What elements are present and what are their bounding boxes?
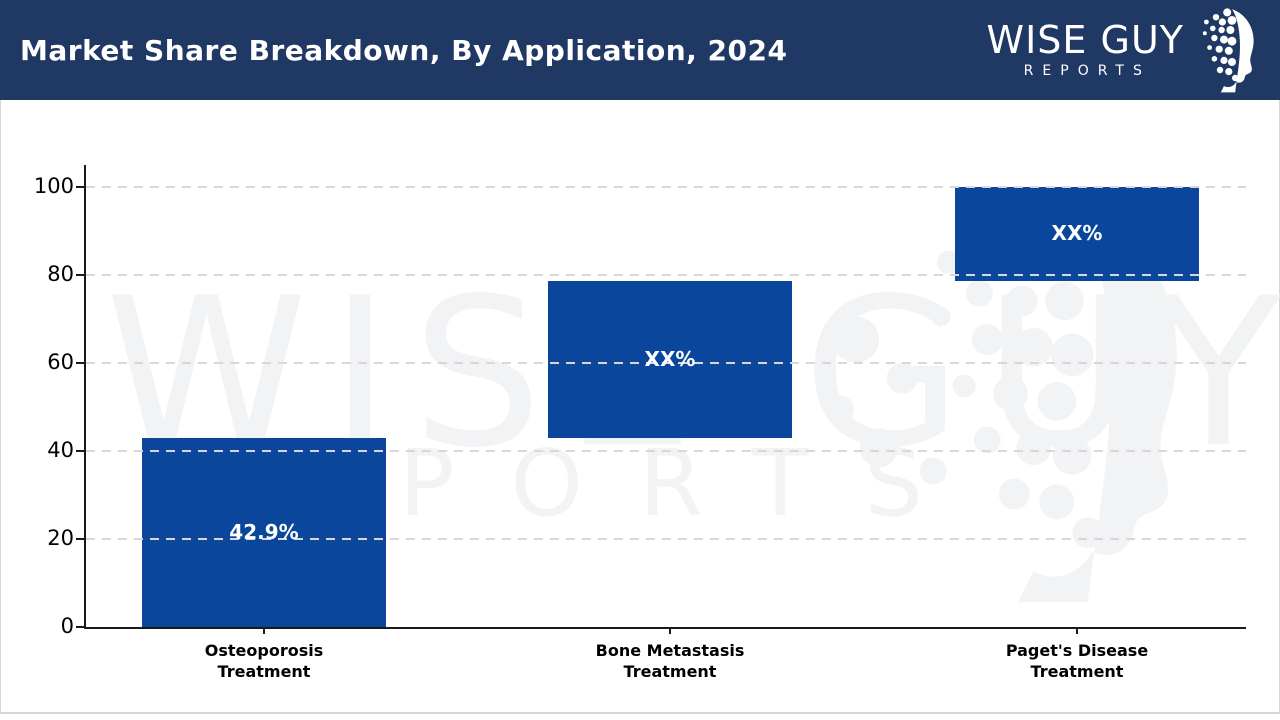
x-tick-mark xyxy=(1076,627,1078,634)
y-tick-label: 60 xyxy=(47,350,74,374)
dotted-head-icon xyxy=(1202,8,1254,93)
y-tick-label: 20 xyxy=(47,526,74,550)
page-left-border xyxy=(0,100,1,713)
page-bottom-border xyxy=(0,712,1280,714)
brand-logo: WISE GUY REPORTS xyxy=(987,0,1262,100)
category-label-line: Treatment xyxy=(1030,662,1124,681)
category-label-line: Paget's Disease xyxy=(1005,641,1149,660)
brand-tagline: REPORTS xyxy=(1023,63,1151,79)
category-label-line: Treatment xyxy=(623,662,717,681)
chart-plot-area: 0 20 40 60 80 100 42.9% Osteoporosis Treatment XX… xyxy=(0,100,1280,714)
bar-value-label: XX% xyxy=(1051,221,1103,246)
page-title: Market Share Breakdown, By Application, … xyxy=(20,33,788,67)
category-label: Bone Metastasis Treatment xyxy=(520,640,820,682)
x-tick-mark xyxy=(263,627,265,634)
bar-segment xyxy=(548,281,792,439)
y-tick-mark xyxy=(76,186,84,188)
x-tick-mark xyxy=(669,627,671,634)
brand-text: WISE GUY REPORTS xyxy=(987,21,1184,79)
gridline-40 xyxy=(86,450,1246,452)
category-label-line: Treatment xyxy=(217,662,311,681)
bar-value-label: XX% xyxy=(644,346,696,371)
y-tick-mark xyxy=(76,274,84,276)
x-axis-line xyxy=(84,627,1246,629)
y-tick-label: 100 xyxy=(33,174,74,198)
category-label: Paget's Disease Treatment xyxy=(927,640,1227,682)
bar-value-label: 42.9% xyxy=(229,519,299,544)
gridline-20 xyxy=(86,538,1246,540)
gridline-100 xyxy=(86,186,1246,188)
category-label: Osteoporosis Treatment xyxy=(114,640,414,682)
y-tick-mark xyxy=(76,362,84,364)
y-tick-mark xyxy=(76,538,84,540)
gridline-60 xyxy=(86,362,1246,364)
brand-name: WISE GUY xyxy=(986,18,1184,62)
y-tick-label: 0 xyxy=(60,614,74,638)
bar-segment xyxy=(142,438,386,627)
y-tick-mark xyxy=(76,450,84,452)
y-tick-mark xyxy=(76,626,84,628)
bar-segment xyxy=(955,187,1199,282)
header-bar: Market Share Breakdown, By Application, … xyxy=(0,0,1280,100)
y-tick-label: 80 xyxy=(47,262,74,286)
y-tick-label: 40 xyxy=(47,438,74,462)
category-label-line: Bone Metastasis xyxy=(595,641,745,660)
category-label-line: Osteoporosis xyxy=(204,641,324,660)
gridline-80 xyxy=(86,274,1246,276)
y-axis-line xyxy=(84,165,86,629)
